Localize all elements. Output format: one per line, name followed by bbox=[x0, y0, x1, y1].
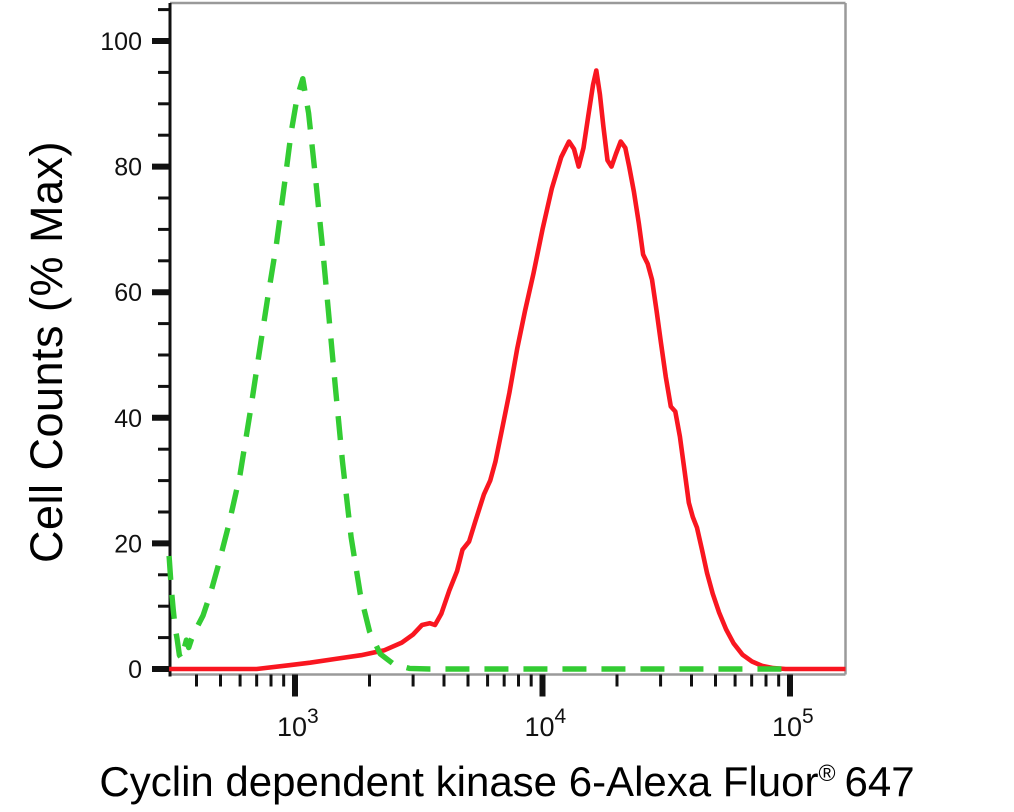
green-dashed-curve bbox=[166, 75, 790, 672]
y-tick-label: 40 bbox=[114, 405, 142, 433]
x-tick-label: 104 bbox=[525, 705, 567, 742]
x-axis-title: Cyclin dependent kinase 6-Alexa Fluor® 64… bbox=[0, 758, 1014, 806]
x-tick-label: 103 bbox=[277, 705, 319, 742]
y-axis-title: Cell Counts (% Max) bbox=[21, 140, 72, 564]
y-tick-label: 0 bbox=[128, 656, 142, 684]
x-axis-title-main: Cyclin dependent kinase 6-Alexa Fluor bbox=[99, 758, 819, 805]
y-tick-label: 60 bbox=[114, 279, 142, 307]
x-axis-title-suffix: 647 bbox=[844, 758, 915, 805]
y-tick-label: 100 bbox=[100, 28, 142, 56]
y-tick-label: 80 bbox=[114, 154, 142, 182]
registered-trademark-symbol: ® bbox=[818, 760, 836, 786]
x-tick-label: 105 bbox=[772, 705, 814, 742]
red-solid-curve bbox=[169, 68, 846, 672]
y-tick-label: 20 bbox=[114, 530, 142, 558]
